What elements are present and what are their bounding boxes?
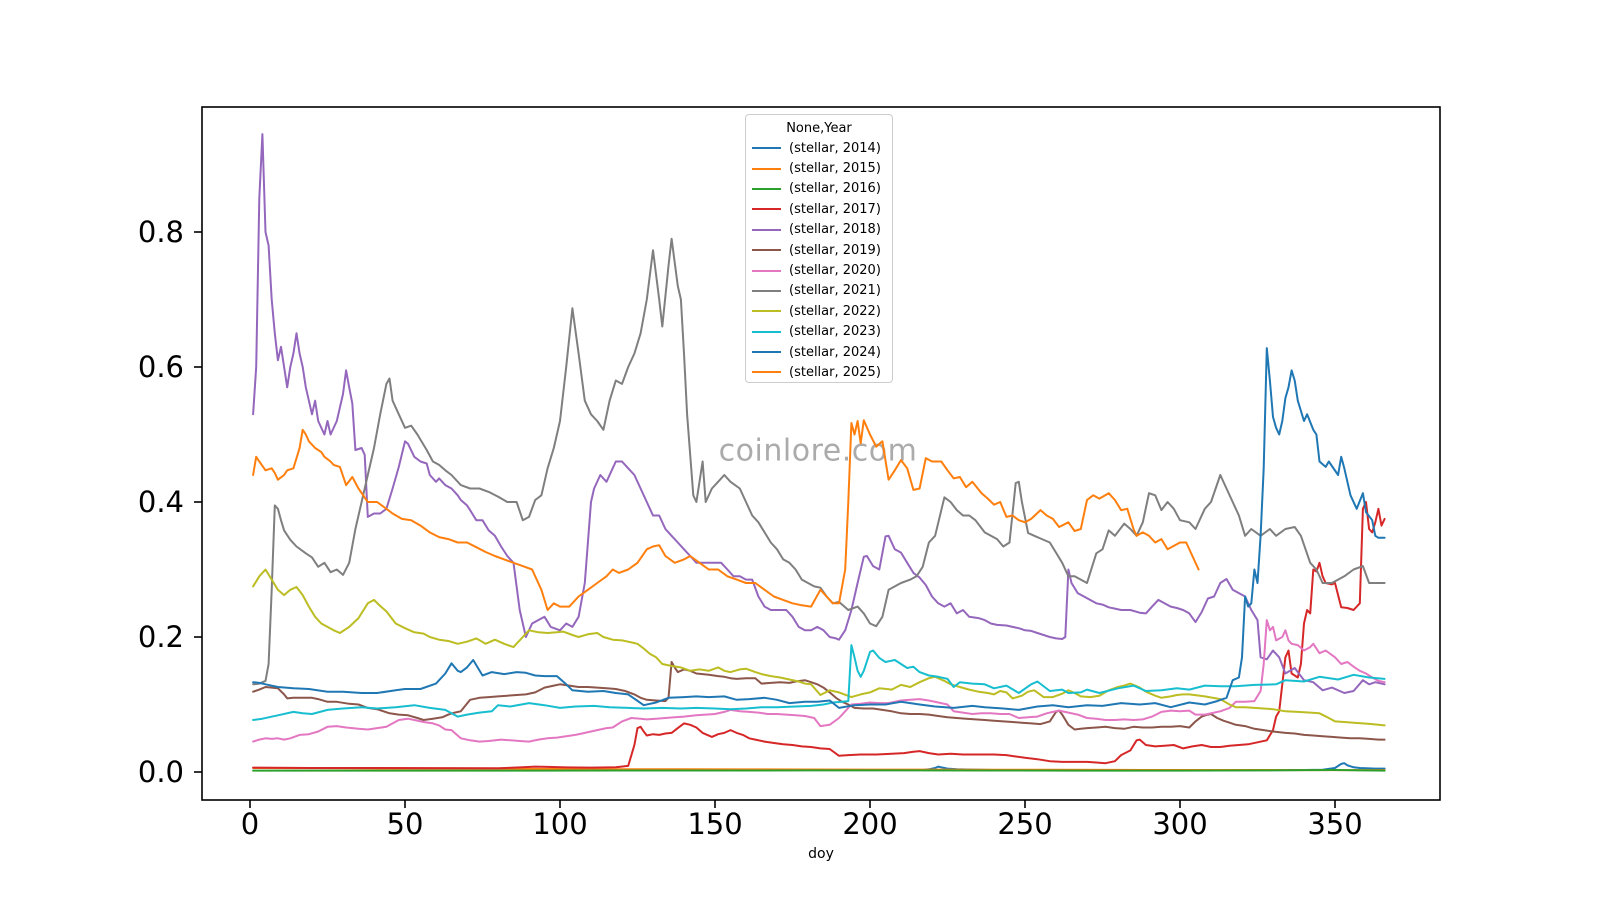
legend-line-sample — [752, 208, 781, 211]
legend-line-sample — [752, 187, 781, 190]
legend-entry-2020: (stellar, 2020) — [746, 260, 892, 280]
x-axis-title: doy — [808, 846, 834, 862]
legend-label: (stellar, 2022) — [789, 303, 881, 319]
legend-entry-2024: (stellar, 2024) — [746, 342, 892, 362]
legend-label: (stellar, 2017) — [789, 201, 881, 217]
x-tick-label: 250 — [997, 807, 1052, 841]
series-line-2024 — [252, 347, 1386, 711]
series-line-2016 — [252, 769, 1386, 772]
legend-label: (stellar, 2015) — [789, 161, 881, 177]
y-tick-label: 0.8 — [138, 215, 184, 249]
series-line-2022 — [252, 568, 1386, 727]
legend-entry-2016: (stellar, 2016) — [746, 179, 892, 199]
series-line-2023 — [252, 644, 1386, 721]
legend-label: (stellar, 2020) — [789, 263, 881, 279]
series-line-2021 — [252, 237, 1386, 686]
legend-line-sample — [752, 289, 781, 292]
y-tick-label: 0.4 — [138, 485, 184, 519]
legend-label: (stellar, 2021) — [789, 283, 881, 299]
legend-entry-2025: (stellar, 2025) — [746, 362, 892, 382]
legend-line-sample — [752, 330, 781, 333]
x-tick-label: 100 — [532, 807, 587, 841]
x-tick-label: 50 — [387, 807, 424, 841]
legend-entries: (stellar, 2014) (stellar, 2015) (stellar, … — [746, 138, 892, 383]
legend-line-sample — [752, 249, 781, 252]
legend-entry-2018: (stellar, 2018) — [746, 220, 892, 240]
series-line-2018 — [252, 133, 1386, 694]
legend-entry-2023: (stellar, 2023) — [746, 322, 892, 342]
plot-border — [201, 106, 1441, 801]
legend-label: (stellar, 2025) — [789, 364, 881, 380]
y-tick-label: 0.2 — [138, 620, 184, 654]
x-tick-label: 0 — [241, 807, 259, 841]
y-tick-label: 0.0 — [138, 755, 184, 789]
series-line-2017 — [252, 501, 1386, 770]
legend-entry-2021: (stellar, 2021) — [746, 281, 892, 301]
series-line-2020 — [252, 619, 1386, 743]
legend-line-sample — [752, 228, 781, 231]
legend-entry-2019: (stellar, 2019) — [746, 240, 892, 260]
legend-line-sample — [752, 351, 781, 354]
series-line-2025 — [252, 419, 1200, 611]
legend-label: (stellar, 2016) — [789, 181, 881, 197]
legend-line-sample — [752, 269, 781, 272]
legend-entry-2017: (stellar, 2017) — [746, 199, 892, 219]
legend-line-sample — [752, 167, 781, 170]
legend-entry-2014: (stellar, 2014) — [746, 138, 892, 158]
x-tick-label: 150 — [687, 807, 742, 841]
x-tick-label: 200 — [842, 807, 897, 841]
legend-line-sample — [752, 371, 781, 374]
legend-label: (stellar, 2018) — [789, 222, 881, 238]
legend-line-sample — [752, 310, 781, 313]
legend-label: (stellar, 2024) — [789, 344, 881, 360]
legend-entry-2022: (stellar, 2022) — [746, 301, 892, 321]
legend-label: (stellar, 2019) — [789, 242, 881, 258]
legend-title: None,Year — [786, 121, 852, 136]
legend-label: (stellar, 2014) — [789, 140, 881, 156]
series-line-2019 — [252, 661, 1386, 741]
legend-label: (stellar, 2023) — [789, 324, 881, 340]
legend: None,Year (stellar, 2014) (stellar, 2015)… — [745, 114, 893, 383]
x-tick-label: 300 — [1152, 807, 1207, 841]
y-tick-label: 0.6 — [138, 350, 184, 384]
legend-entry-2015: (stellar, 2015) — [746, 158, 892, 178]
x-tick-label: 350 — [1307, 807, 1362, 841]
legend-line-sample — [752, 147, 781, 150]
